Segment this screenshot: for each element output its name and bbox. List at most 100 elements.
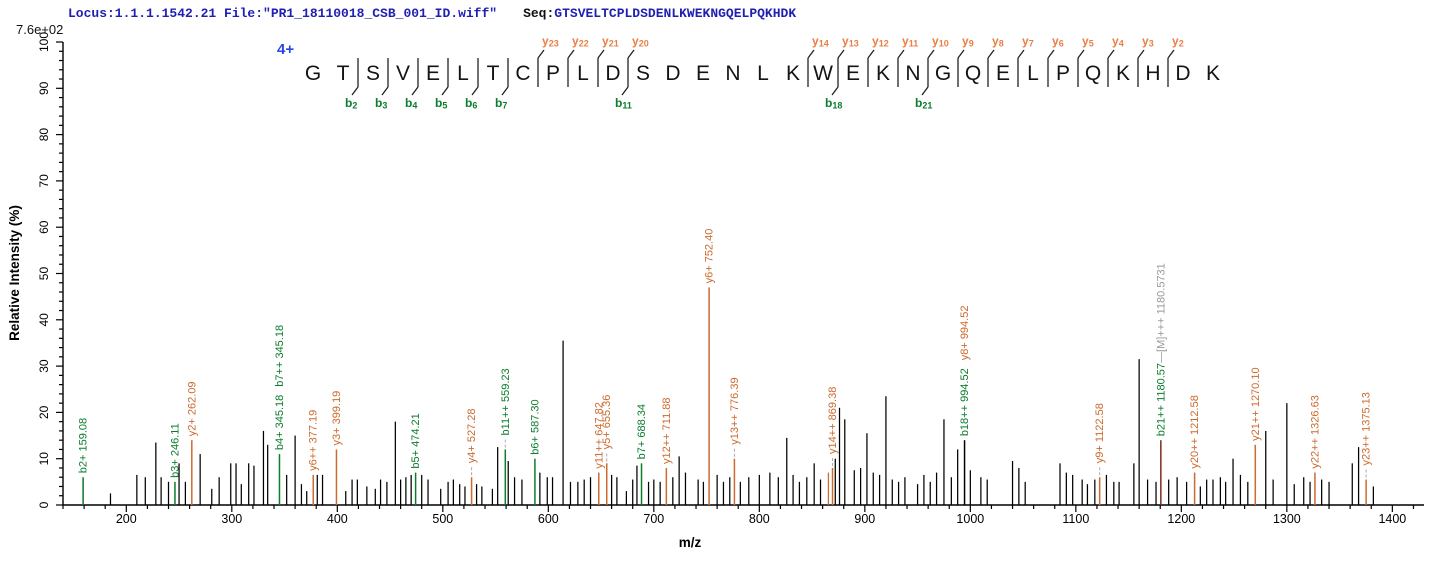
- residue-letter: H: [1145, 62, 1160, 85]
- residue-letter: L: [457, 62, 469, 85]
- x-tick-label: 500: [432, 512, 453, 526]
- x-axis-ticks: 200 300 400 500 600 700 800 900 1000 1100 1200 1300…: [62, 505, 1415, 526]
- y-tick-label: 20: [37, 405, 51, 419]
- y10-ion-marker-label: y10: [932, 34, 949, 49]
- y-tick-label: 100: [37, 32, 51, 52]
- b7-ion-marker-label: b7: [495, 96, 507, 110]
- residue-letter: E: [996, 62, 1010, 85]
- y-ion-slash: [807, 49, 815, 59]
- residue-letter: D: [665, 62, 680, 85]
- x-tick-label: 900: [854, 512, 875, 526]
- seq-value: GTSVELTCPLDSDENLKWEKNGQELPQKHDK: [554, 6, 797, 21]
- spectrum-chart: 200 300 400 500 600 700 800 900 1000 1100 1200 1300…: [7, 32, 1424, 550]
- x-tick-label: 1200: [1167, 512, 1195, 526]
- y-axis-title: Relative Intensity (%): [7, 205, 22, 341]
- y4-ion-marker-label: y4: [1112, 34, 1124, 49]
- residue-letter: K: [876, 62, 890, 85]
- y-ion-slash: [1047, 49, 1055, 59]
- b3-ion-marker-label: b3: [375, 96, 387, 110]
- peak-label: y12++ 711.88: [661, 397, 673, 463]
- y-ion-slash: [627, 49, 635, 59]
- x-tick-label: 600: [538, 512, 559, 526]
- y-tick-label: 70: [37, 174, 51, 188]
- peak-label: b2+ 159.08: [78, 418, 90, 473]
- peak-label: y14++ 869.38: [827, 387, 839, 454]
- y-ion-slash: [1137, 49, 1145, 59]
- x-tick-label: 1000: [956, 512, 984, 526]
- y5-ion-marker-label: y5: [1082, 34, 1094, 49]
- residue-letter: E: [696, 62, 710, 85]
- residue-letter: L: [757, 62, 769, 85]
- peak-label: y2+ 262.09: [186, 381, 198, 436]
- residue-letter: E: [426, 62, 440, 85]
- residue-letter: N: [905, 62, 920, 85]
- y-ion-slash: [987, 49, 995, 59]
- residue-letter: G: [305, 62, 321, 85]
- peak-label: y22++ 1326.63: [1309, 395, 1321, 468]
- residue-letter: L: [1027, 62, 1039, 85]
- y20-ion-marker-label: y20: [632, 34, 649, 49]
- y6-ion-marker-label: y6: [1052, 34, 1064, 49]
- b6-ion-marker-label: b6: [465, 96, 477, 110]
- peak-label: b18++ 994.52y8+ 994.52: [959, 306, 971, 437]
- x-axis-title: m/z: [679, 535, 702, 550]
- x-tick-label: 1400: [1378, 512, 1406, 526]
- peak-label: b3+ 246.11: [169, 423, 181, 478]
- y-ion-slash: [1107, 49, 1115, 59]
- peak-label: y21++ 1270.10: [1250, 367, 1262, 440]
- y-tick-label: 90: [37, 81, 51, 95]
- y-ion-slash: [1017, 49, 1025, 59]
- locus-file-label: Locus:1.1.1.1542.21 File:"PR1_18110018_C…: [68, 6, 498, 21]
- y-ion-slash: [567, 49, 575, 59]
- y12-ion-marker-label: y12: [872, 34, 889, 49]
- peak-label: b6+ 587.30: [529, 399, 541, 454]
- y21-ion-marker-label: y21: [602, 34, 619, 49]
- y-axis-ticks: 0 10 20 30 40 50 60 70 80 90 100: [37, 32, 63, 508]
- peak-label: b21++ 1180.57—[M]+++ 1180.5731: [1155, 263, 1167, 436]
- residue-letter: W: [813, 62, 833, 85]
- peak-label: b5+ 474.21: [410, 413, 422, 468]
- header-bar: Locus:1.1.1.1542.21 File:"PR1_18110018_C…: [68, 6, 796, 21]
- b21-ion-marker-label: b21: [915, 96, 932, 110]
- y-ion-slash: [957, 49, 965, 59]
- peak-label: y9+ 1122.58: [1094, 403, 1106, 463]
- y-ion-slash: [897, 49, 905, 59]
- plot-area[interactable]: [63, 42, 1424, 505]
- y13-ion-marker-label: y13: [842, 34, 859, 49]
- peak-label: y23++ 1375.13: [1361, 392, 1373, 465]
- peak-label: y4+ 527.28: [466, 408, 478, 463]
- residue-letter: S: [366, 62, 380, 85]
- y-tick-label: 0: [37, 501, 51, 508]
- y-tick-label: 40: [37, 313, 51, 327]
- annotated-peaks: b2+ 159.08 b3+ 246.11 y2+ 262.09 b4+ 345.18…: [78, 229, 1373, 505]
- residue-letter: T: [487, 62, 500, 85]
- residue-letter: N: [725, 62, 740, 85]
- peak-label: b7+ 688.34: [636, 404, 648, 459]
- y2-ion-marker-label: y2: [1172, 34, 1184, 49]
- spectrum-peaks: [109, 340, 1374, 505]
- b-ion-slash: [411, 86, 419, 96]
- b-ion-slash: [921, 86, 929, 96]
- y8-ion-marker-label: y8: [992, 34, 1004, 49]
- peak-label: y3+ 399.19: [331, 391, 343, 446]
- y9-ion-marker-label: y9: [962, 34, 974, 49]
- y-tick-label: 10: [37, 452, 51, 466]
- residue-letter: T: [337, 62, 350, 85]
- b-ion-slash: [621, 86, 629, 96]
- x-tick-label: 200: [116, 512, 137, 526]
- y-ion-slash: [1167, 49, 1175, 59]
- peak-label: y11++ 647.82: [593, 402, 605, 468]
- residue-letter: K: [1206, 62, 1220, 85]
- x-tick-label: 300: [221, 512, 242, 526]
- b11-ion-marker-label: b11: [615, 96, 632, 110]
- intensity-scale-label: 7.6e+02: [16, 22, 64, 37]
- peak-label: y6+ 752.40: [704, 229, 716, 284]
- y-tick-label: 30: [37, 359, 51, 373]
- peptide-sequence-panel: 4+GTSVELTCPLDSDENLKWEKNGQELPQKHDKb2b3b4b…: [277, 34, 1220, 110]
- b-ion-slash: [351, 86, 359, 96]
- y-ion-slash: [537, 49, 545, 59]
- y-ion-slash: [837, 49, 845, 59]
- y-tick-label: 80: [37, 128, 51, 142]
- b-ion-slash: [441, 86, 449, 96]
